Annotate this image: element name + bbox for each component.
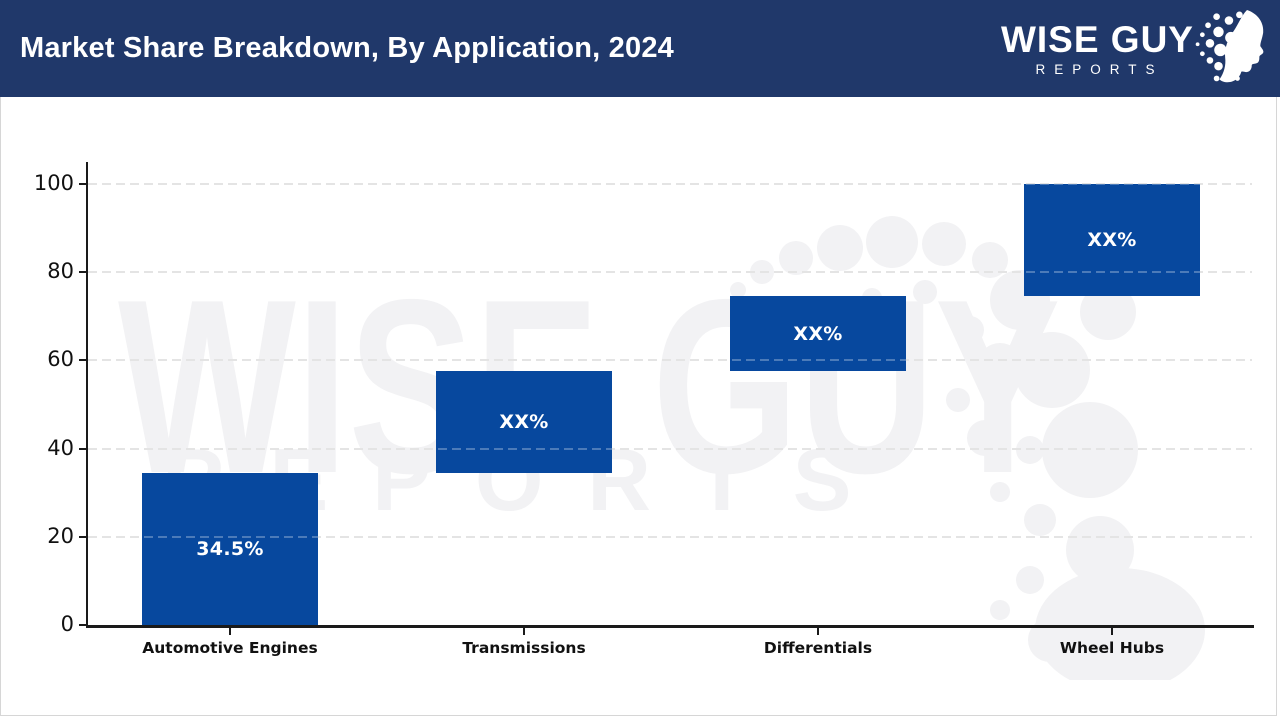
x-tick-label-differentials: Differentials bbox=[763, 639, 873, 657]
chart-border-frame bbox=[0, 97, 1277, 716]
gridline-80 bbox=[88, 271, 1252, 274]
x-tick-mark-differentials bbox=[817, 628, 819, 635]
bar-value-label-transmissions: XX% bbox=[499, 411, 549, 434]
x-tick-mark-transmissions bbox=[523, 628, 525, 635]
bar-value-label-automotive-engines: 34.5% bbox=[196, 537, 264, 560]
y-tick-mark-0 bbox=[79, 624, 86, 626]
x-tick-mark-automotive-engines bbox=[229, 628, 231, 635]
gridline-20 bbox=[88, 535, 1252, 538]
x-tick-mark-wheel-hubs bbox=[1111, 628, 1113, 635]
y-tick-label-40: 40 bbox=[47, 435, 74, 460]
y-tick-label-60: 60 bbox=[47, 347, 74, 372]
brand-head-icon bbox=[1195, 9, 1264, 82]
y-tick-mark-20 bbox=[79, 535, 86, 538]
brand-name: WISE GUY bbox=[1000, 18, 1194, 60]
bar-automotive-engines: 34.5% bbox=[142, 472, 318, 625]
bar-differentials: XX% bbox=[730, 296, 906, 372]
gridline-overlay-60 bbox=[88, 359, 1252, 362]
y-tick-mark-100 bbox=[79, 183, 86, 185]
gridline-overlay-100 bbox=[88, 183, 1252, 185]
y-tick-mark-80 bbox=[79, 271, 86, 274]
y-tick-label-0: 0 bbox=[60, 612, 74, 636]
gridline-40 bbox=[88, 447, 1252, 450]
bar-value-label-wheel-hubs: XX% bbox=[1087, 229, 1137, 252]
gridline-100 bbox=[88, 183, 1252, 185]
brand-logo: WISE GUY REPORTS bbox=[1001, 6, 1266, 92]
brand-tagline: REPORTS bbox=[1035, 61, 1164, 77]
bar-wheel-hubs: XX% bbox=[1024, 184, 1200, 297]
gridline-overlay-40 bbox=[88, 447, 1252, 450]
x-tick-label-wheel-hubs: Wheel Hubs bbox=[1059, 639, 1165, 657]
y-tick-label-20: 20 bbox=[47, 523, 74, 548]
x-tick-label-automotive-engines: Automotive Engines bbox=[142, 639, 318, 657]
y-tick-mark-60 bbox=[79, 359, 86, 362]
y-tick-label-100: 100 bbox=[33, 171, 74, 195]
bar-transmissions: XX% bbox=[436, 371, 612, 473]
bar-value-label-differentials: XX% bbox=[793, 322, 843, 345]
page-title: Market Share Breakdown, By Application, … bbox=[20, 32, 674, 64]
x-axis-line bbox=[86, 625, 1254, 628]
brand-text: WISE GUY REPORTS bbox=[1001, 21, 1194, 77]
y-tick-label-80: 80 bbox=[47, 259, 74, 284]
y-axis-line bbox=[86, 162, 88, 628]
gridline-60 bbox=[88, 359, 1252, 362]
y-tick-mark-40 bbox=[79, 447, 86, 450]
gridline-overlay-20 bbox=[88, 535, 1252, 538]
x-tick-label-transmissions: Transmissions bbox=[462, 639, 586, 657]
gridline-overlay-80 bbox=[88, 271, 1252, 274]
header-bar: Market Share Breakdown, By Application, … bbox=[0, 0, 1280, 97]
